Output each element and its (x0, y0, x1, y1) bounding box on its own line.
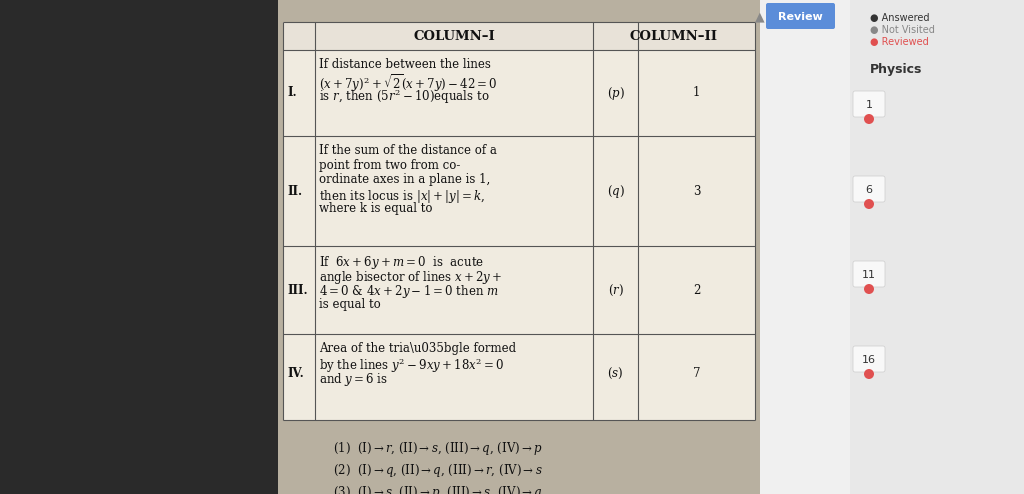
Text: where k is equal to: where k is equal to (319, 202, 432, 215)
Text: COLUMN–I: COLUMN–I (413, 30, 495, 42)
Text: 1: 1 (693, 86, 700, 99)
Circle shape (864, 284, 874, 294)
FancyBboxPatch shape (766, 3, 835, 29)
Bar (283, 22, 755, 50)
FancyBboxPatch shape (853, 91, 885, 117)
Text: $(x+7y)^2+\sqrt{2}(x+7y)-42=0$: $(x+7y)^2+\sqrt{2}(x+7y)-42=0$ (319, 73, 498, 94)
Text: Physics: Physics (870, 64, 923, 77)
Text: If the sum of the distance of a: If the sum of the distance of a (319, 144, 497, 157)
Text: Area of the tria\u035bgle formed: Area of the tria\u035bgle formed (319, 342, 516, 355)
Text: II.: II. (287, 184, 302, 198)
Text: 3: 3 (693, 184, 700, 198)
Text: (2)  $(\mathrm{I})\rightarrow q$, $(\mathrm{II})\rightarrow q$, $(\mathrm{III})\: (2) $(\mathrm{I})\rightarrow q$, $(\math… (333, 462, 543, 479)
Text: 16: 16 (862, 355, 876, 365)
Text: then its locus is $|x|+|y|=k$,: then its locus is $|x|+|y|=k$, (319, 188, 485, 205)
Text: $(q)$: $(q)$ (606, 182, 625, 200)
Circle shape (864, 369, 874, 379)
Text: (3)  $(\mathrm{I})\rightarrow s$, $(\mathrm{II})\rightarrow p$, $(\mathrm{III})\: (3) $(\mathrm{I})\rightarrow s$, $(\math… (333, 484, 543, 494)
Circle shape (864, 199, 874, 209)
Circle shape (864, 114, 874, 124)
Text: is equal to: is equal to (319, 297, 381, 311)
Text: ● Answered: ● Answered (870, 13, 930, 23)
Text: III.: III. (287, 284, 307, 296)
Text: $(p)$: $(p)$ (606, 84, 625, 101)
Text: 2: 2 (693, 284, 700, 296)
Bar (0, 0, 278, 494)
Text: point from two from co-: point from two from co- (319, 159, 461, 171)
Text: $(s)$: $(s)$ (607, 366, 624, 380)
Text: If distance between the lines: If distance between the lines (319, 58, 490, 71)
Text: I.: I. (287, 86, 297, 99)
Text: ● Reviewed: ● Reviewed (870, 37, 929, 47)
Bar (850, 0, 1024, 494)
Text: by the lines $y^2-9xy+18x^2=0$: by the lines $y^2-9xy+18x^2=0$ (319, 357, 505, 375)
Bar (283, 22, 755, 420)
Text: COLUMN–II: COLUMN–II (630, 30, 718, 42)
Text: $4=0$ & $4x+2y-1=0$ then $m$: $4=0$ & $4x+2y-1=0$ then $m$ (319, 283, 499, 300)
FancyBboxPatch shape (853, 346, 885, 372)
Text: 7: 7 (693, 367, 700, 379)
Text: ● Not Visited: ● Not Visited (870, 25, 935, 35)
Text: ▲: ▲ (755, 10, 765, 24)
Text: IV.: IV. (287, 367, 304, 379)
Bar (278, 0, 760, 494)
Text: 11: 11 (862, 270, 876, 280)
Text: 6: 6 (865, 185, 872, 195)
Text: Review: Review (777, 12, 822, 22)
Text: is $r$, then $(5r^2-10)$equals to: is $r$, then $(5r^2-10)$equals to (319, 87, 489, 106)
Bar (760, 0, 1024, 494)
Text: (1)  $(\mathrm{I})\rightarrow r$, $(\mathrm{II})\rightarrow s$, $(\mathrm{III})\: (1) $(\mathrm{I})\rightarrow r$, $(\math… (333, 440, 543, 457)
Text: $(r)$: $(r)$ (607, 283, 624, 297)
Text: 1: 1 (865, 100, 872, 110)
Text: angle bisector of lines $x+2y+$: angle bisector of lines $x+2y+$ (319, 269, 503, 286)
Text: and $y=6$ is: and $y=6$ is (319, 371, 388, 388)
Text: ordinate axes in a plane is 1,: ordinate axes in a plane is 1, (319, 173, 490, 186)
FancyBboxPatch shape (853, 176, 885, 202)
Text: If  $6x+6y+m=0$  is  acute: If $6x+6y+m=0$ is acute (319, 254, 484, 271)
FancyBboxPatch shape (853, 261, 885, 287)
